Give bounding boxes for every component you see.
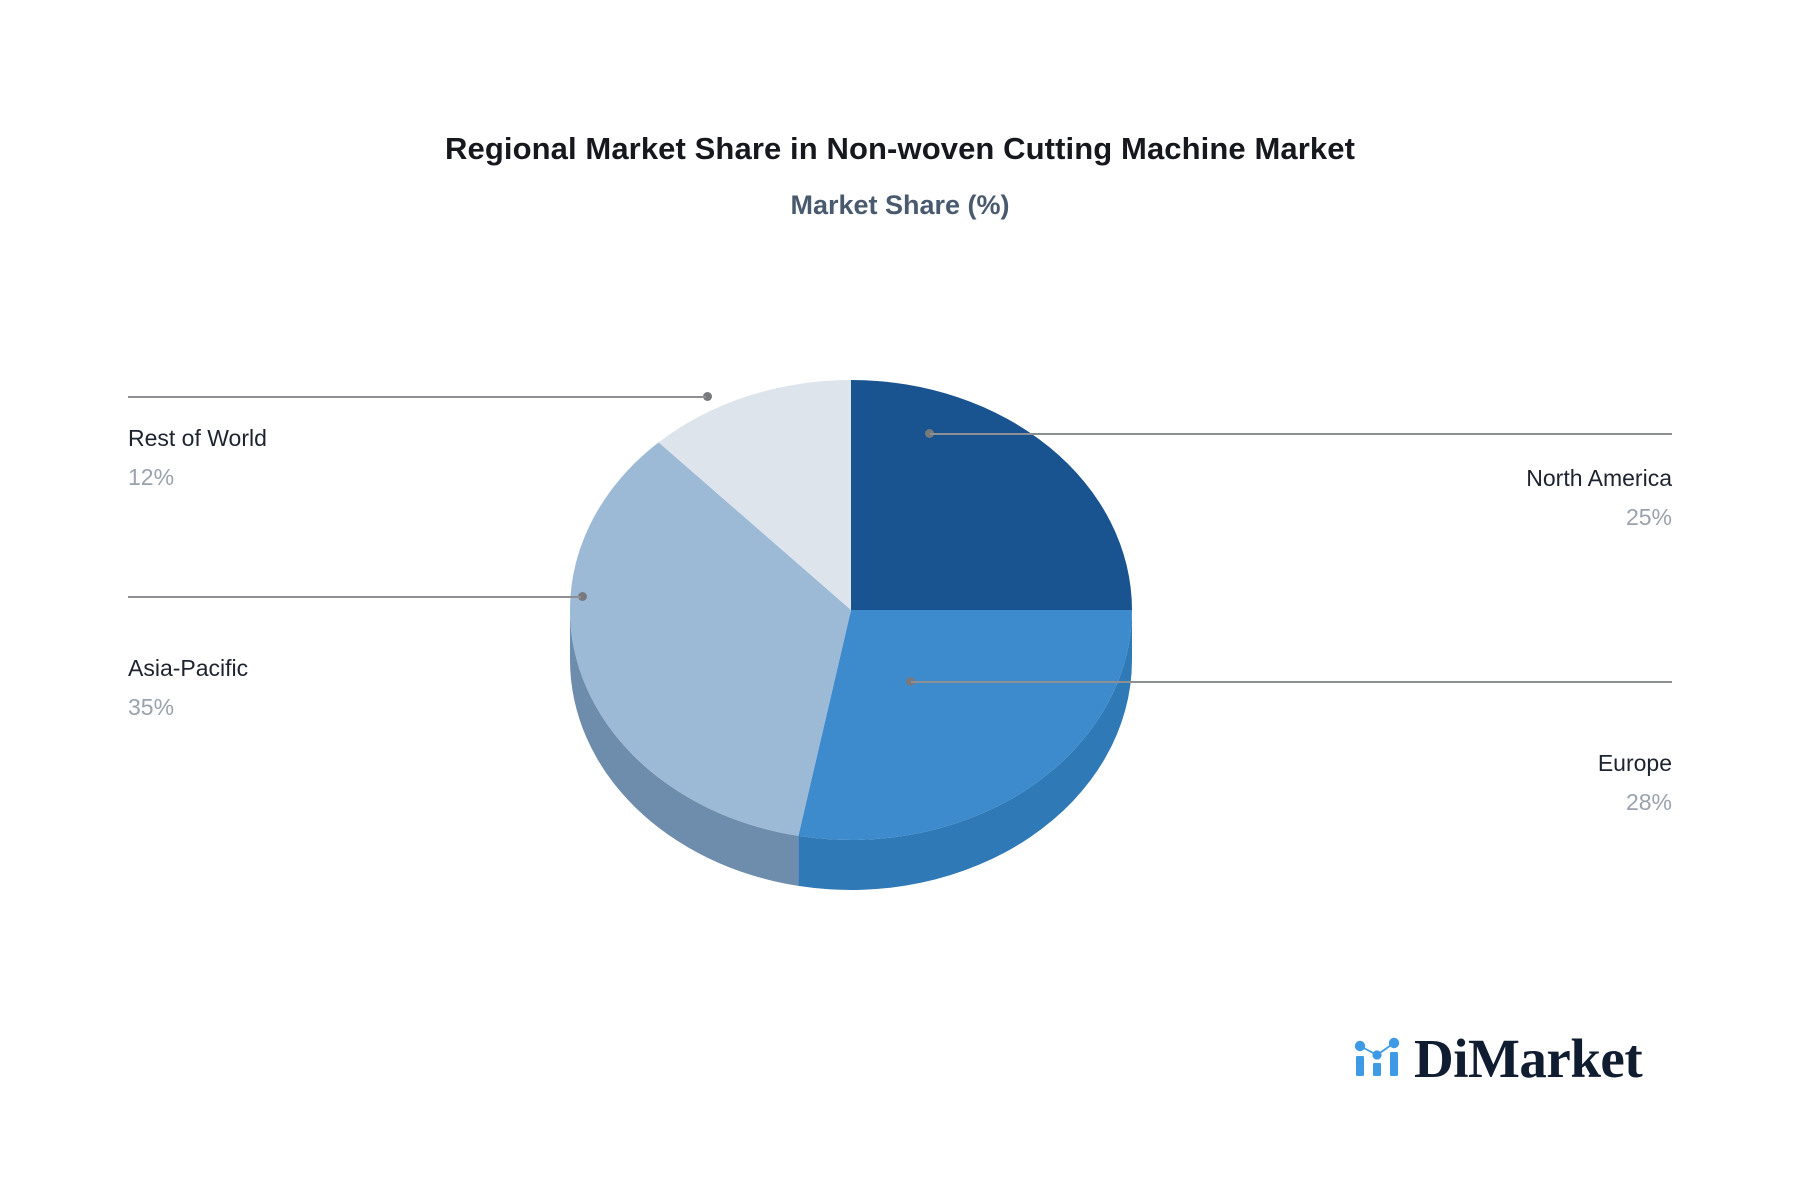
- callout-label-north-america: North America: [1526, 465, 1672, 491]
- slice-side-asia-pacific: [570, 610, 799, 886]
- callout-label-europe: Europe: [1597, 750, 1672, 776]
- brand-logo: DiMarket: [1352, 1028, 1643, 1089]
- chart-subtitle: Market Share (%): [790, 190, 1010, 220]
- callout-north-america: North America 25%: [1080, 465, 1672, 531]
- pie-depth-layer: [570, 610, 1132, 890]
- slice-asia-pacific: [570, 442, 851, 836]
- callout-label-asia-pacific: Asia-Pacific: [128, 655, 249, 681]
- slice-rest-of-world: [658, 380, 851, 610]
- pie-chart-svg: [570, 380, 1132, 890]
- pie-chart: [568, 360, 1228, 960]
- slice-north-america: [851, 380, 1132, 610]
- leader-line-rest-of-world: [128, 396, 706, 398]
- callout-rest-of-world: Rest of World 12%: [128, 425, 548, 491]
- brand-name: DiMarket: [1414, 1028, 1643, 1089]
- chart-title: Regional Market Share in Non-woven Cutti…: [445, 131, 1355, 166]
- callout-value-rest-of-world: 12%: [128, 464, 175, 490]
- leader-dot-europe: [906, 677, 915, 686]
- callout-value-north-america: 25%: [1625, 504, 1672, 530]
- leader-line-north-america: [930, 433, 1672, 435]
- leader-line-europe: [911, 681, 1672, 683]
- callout-label-rest-of-world: Rest of World: [128, 425, 267, 451]
- bar-chart-icon: [1352, 1030, 1404, 1087]
- callout-value-europe: 28%: [1625, 789, 1672, 815]
- leader-line-asia-pacific: [128, 596, 581, 598]
- leader-dot-north-america: [925, 429, 934, 438]
- callout-value-asia-pacific: 35%: [128, 694, 175, 720]
- callout-europe: Europe 28%: [1080, 750, 1672, 816]
- slice-side-europe: [798, 610, 1132, 890]
- pie-top-layer: [570, 380, 1132, 840]
- slice-europe: [798, 610, 1132, 840]
- leader-dot-rest-of-world: [703, 392, 712, 401]
- callout-asia-pacific: Asia-Pacific 35%: [128, 655, 548, 721]
- leader-dot-asia-pacific: [578, 592, 587, 601]
